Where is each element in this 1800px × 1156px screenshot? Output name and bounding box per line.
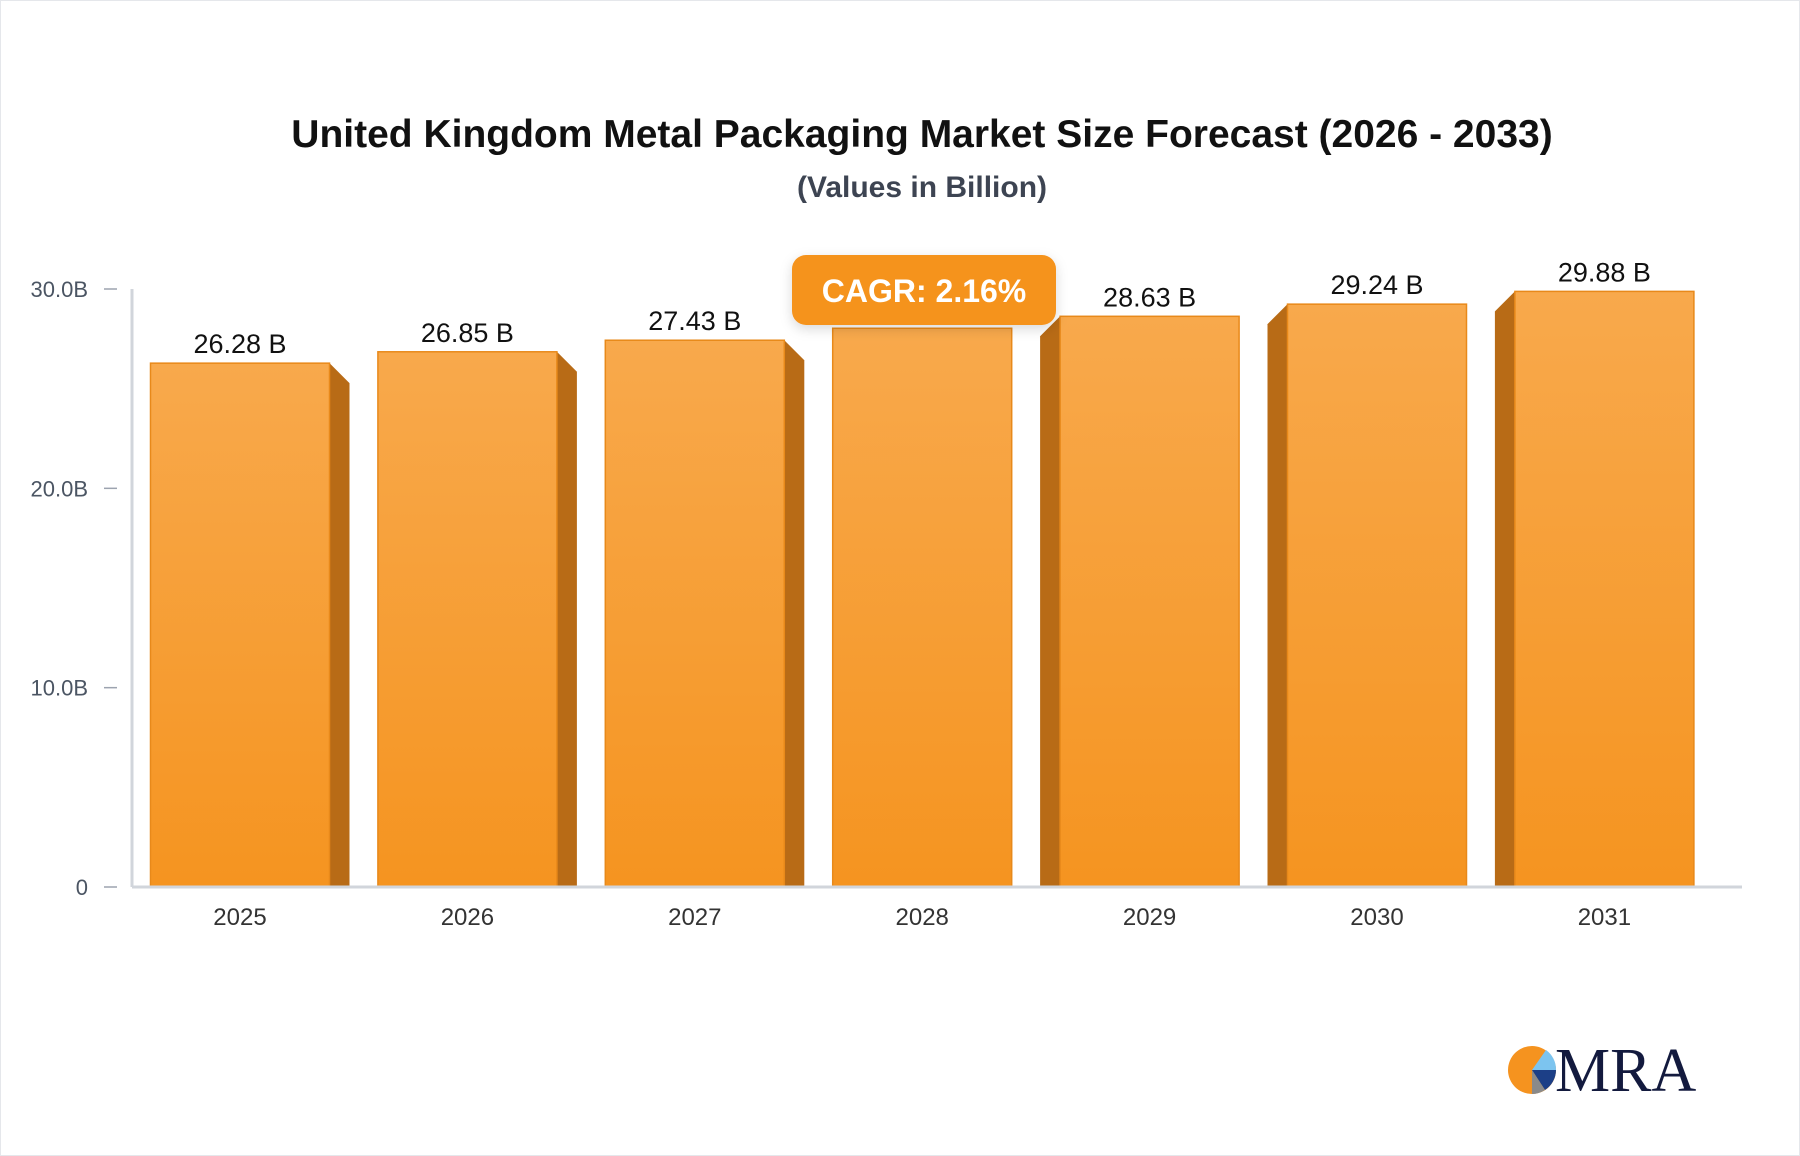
bar-front (149, 362, 331, 888)
bar-side (1040, 316, 1061, 887)
bars: 26.28 B 2025 26.85 B 2026 27.43 B 2027 2028 28.… (149, 257, 1695, 931)
data-label: 28.63 B (1103, 282, 1196, 312)
bar-front (604, 339, 786, 888)
y-tick-label: 10.0B (31, 676, 89, 701)
y-tick-label: 30.0B (31, 277, 89, 302)
bar-side (1494, 291, 1515, 888)
y-axis: 0 10.0B 20.0B 30.0B (31, 277, 117, 900)
cagr-badge-text: CAGR: 2.16% (822, 273, 1027, 309)
bar-front (377, 351, 558, 888)
x-tick-label: 2026 (441, 904, 494, 931)
bar-front (1059, 315, 1240, 888)
data-label: 29.24 B (1330, 270, 1423, 300)
bar-2029 (1040, 315, 1240, 888)
y-tick-label: 0 (76, 875, 88, 900)
y-tick-label: 20.0B (31, 476, 89, 501)
chart-title: United Kingdom Metal Packaging Market Si… (291, 113, 1552, 156)
x-tick-label: 2027 (668, 904, 721, 931)
bar-2026 (377, 351, 577, 888)
bar-2031 (1494, 290, 1695, 888)
bar-side (556, 351, 577, 887)
logo-text: MRA (1555, 1037, 1696, 1105)
bar-2028 (831, 327, 1013, 888)
bar-front (1286, 303, 1468, 888)
bar-side (784, 340, 805, 888)
bar-2025 (149, 362, 350, 888)
bar-2027 (604, 339, 805, 888)
bar-front (1514, 290, 1695, 888)
x-tick-label: 2029 (1123, 904, 1176, 931)
x-tick-label: 2030 (1350, 904, 1403, 931)
chart-subtitle: (Values in Billion) (797, 171, 1047, 204)
data-label: 26.85 B (421, 318, 514, 348)
bar-2030 (1267, 303, 1468, 888)
bar-side (329, 363, 350, 888)
cagr-badge (792, 255, 1056, 325)
data-label: 29.88 B (1558, 257, 1651, 287)
x-tick-label: 2028 (896, 904, 949, 931)
bar-front (831, 327, 1013, 888)
mra-logo: MRA (1508, 1037, 1696, 1105)
data-label: 26.28 B (193, 329, 286, 359)
x-tick-label: 2025 (213, 904, 266, 931)
data-label: 27.43 B (648, 306, 741, 336)
x-tick-label: 2031 (1578, 904, 1631, 931)
bar-side (1267, 304, 1288, 888)
